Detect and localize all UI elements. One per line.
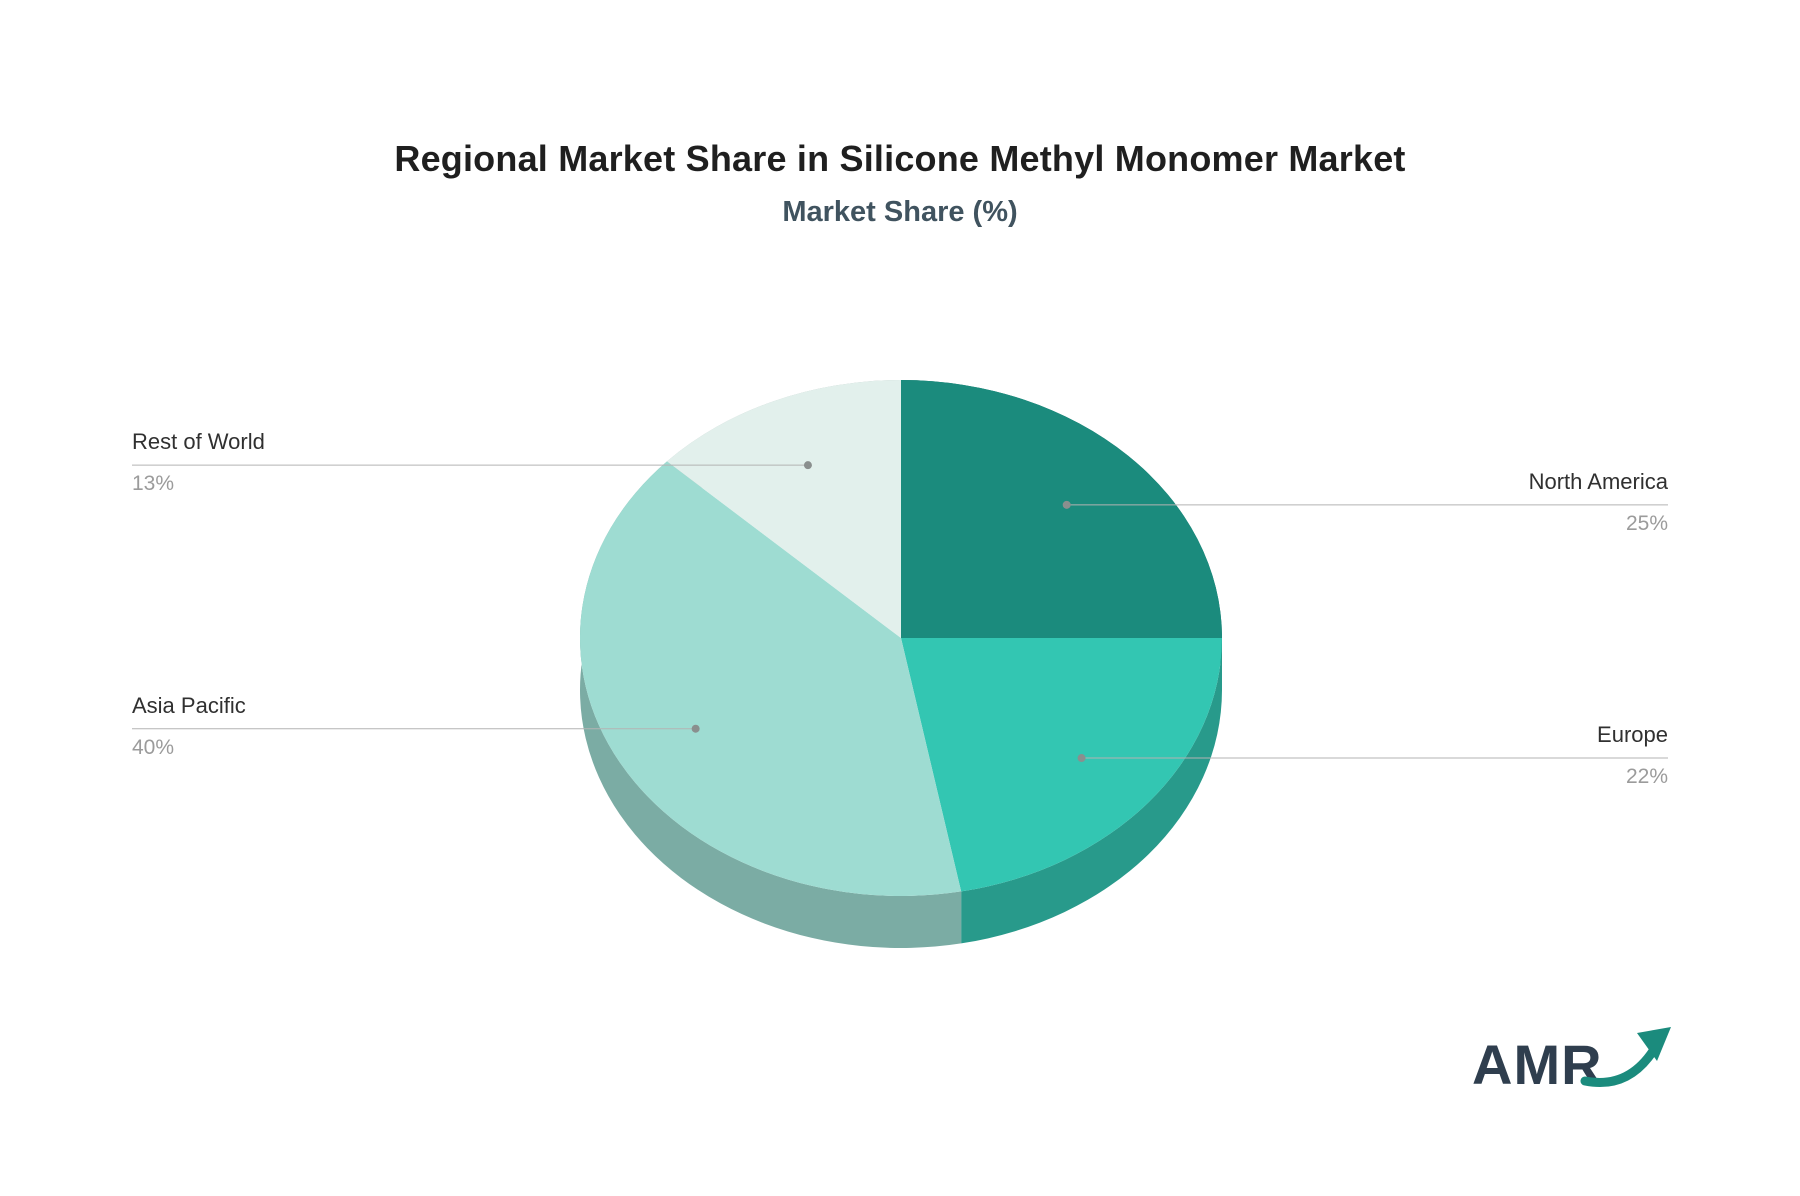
- pie-label-value: 40%: [132, 735, 175, 759]
- leader-dot-north-america: [1062, 500, 1071, 509]
- pie-slice-europe: [901, 638, 1222, 892]
- pie-slice-rest-of-world: [667, 380, 901, 638]
- pie-slice-asia-pacific: [580, 461, 962, 896]
- chart-subtitle: Market Share (%): [782, 196, 1018, 228]
- pie-label-name: Rest of World: [132, 429, 265, 455]
- leader-dot-rest-of-world: [803, 461, 812, 470]
- pie-label-name: Asia Pacific: [132, 692, 246, 718]
- pie-label-value: 25%: [1625, 511, 1668, 535]
- pie-label-name: North America: [1528, 468, 1668, 494]
- pie-label-value: 22%: [1625, 765, 1668, 789]
- pie-slice-north-america: [901, 380, 1222, 638]
- chart-title: Regional Market Share in Silicone Methyl…: [394, 138, 1406, 179]
- pie-label-rest-of-world: Rest of World 13%: [132, 428, 552, 496]
- leader-dot-europe: [1077, 754, 1086, 763]
- pie-slice-side-asia-pacific: [579, 461, 962, 948]
- pie-label-europe: Europe 22%: [1248, 721, 1668, 789]
- pie-slice-side-europe: [961, 638, 1222, 944]
- amr-logo-text: AMR: [1472, 1033, 1603, 1096]
- pie-label-name: Europe: [1597, 722, 1668, 748]
- pie-label-north-america: North America 25%: [1248, 468, 1668, 536]
- amr-logo: AMR: [1472, 1026, 1677, 1097]
- leader-dot-asia-pacific: [691, 724, 700, 733]
- pie-label-asia-pacific: Asia Pacific 40%: [132, 692, 552, 760]
- amr-logo-arrow-icon: [1580, 1026, 1671, 1087]
- pie-label-value: 13%: [132, 472, 175, 496]
